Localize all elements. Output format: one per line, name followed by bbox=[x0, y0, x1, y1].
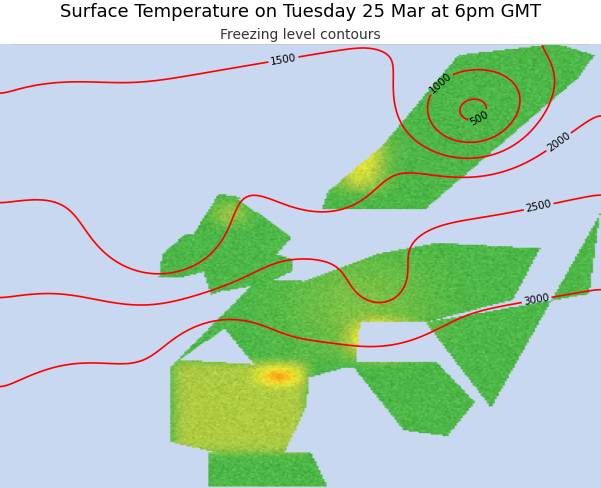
Text: 3000: 3000 bbox=[523, 293, 551, 307]
Text: 1500: 1500 bbox=[270, 52, 297, 66]
Text: Surface Temperature on Tuesday 25 Mar at 6pm GMT: Surface Temperature on Tuesday 25 Mar at… bbox=[60, 3, 541, 21]
Text: Freezing level contours: Freezing level contours bbox=[220, 28, 381, 42]
Text: 1000: 1000 bbox=[427, 70, 453, 95]
Text: 500: 500 bbox=[469, 109, 490, 127]
Text: 2500: 2500 bbox=[525, 199, 552, 214]
Text: 2000: 2000 bbox=[545, 130, 572, 154]
